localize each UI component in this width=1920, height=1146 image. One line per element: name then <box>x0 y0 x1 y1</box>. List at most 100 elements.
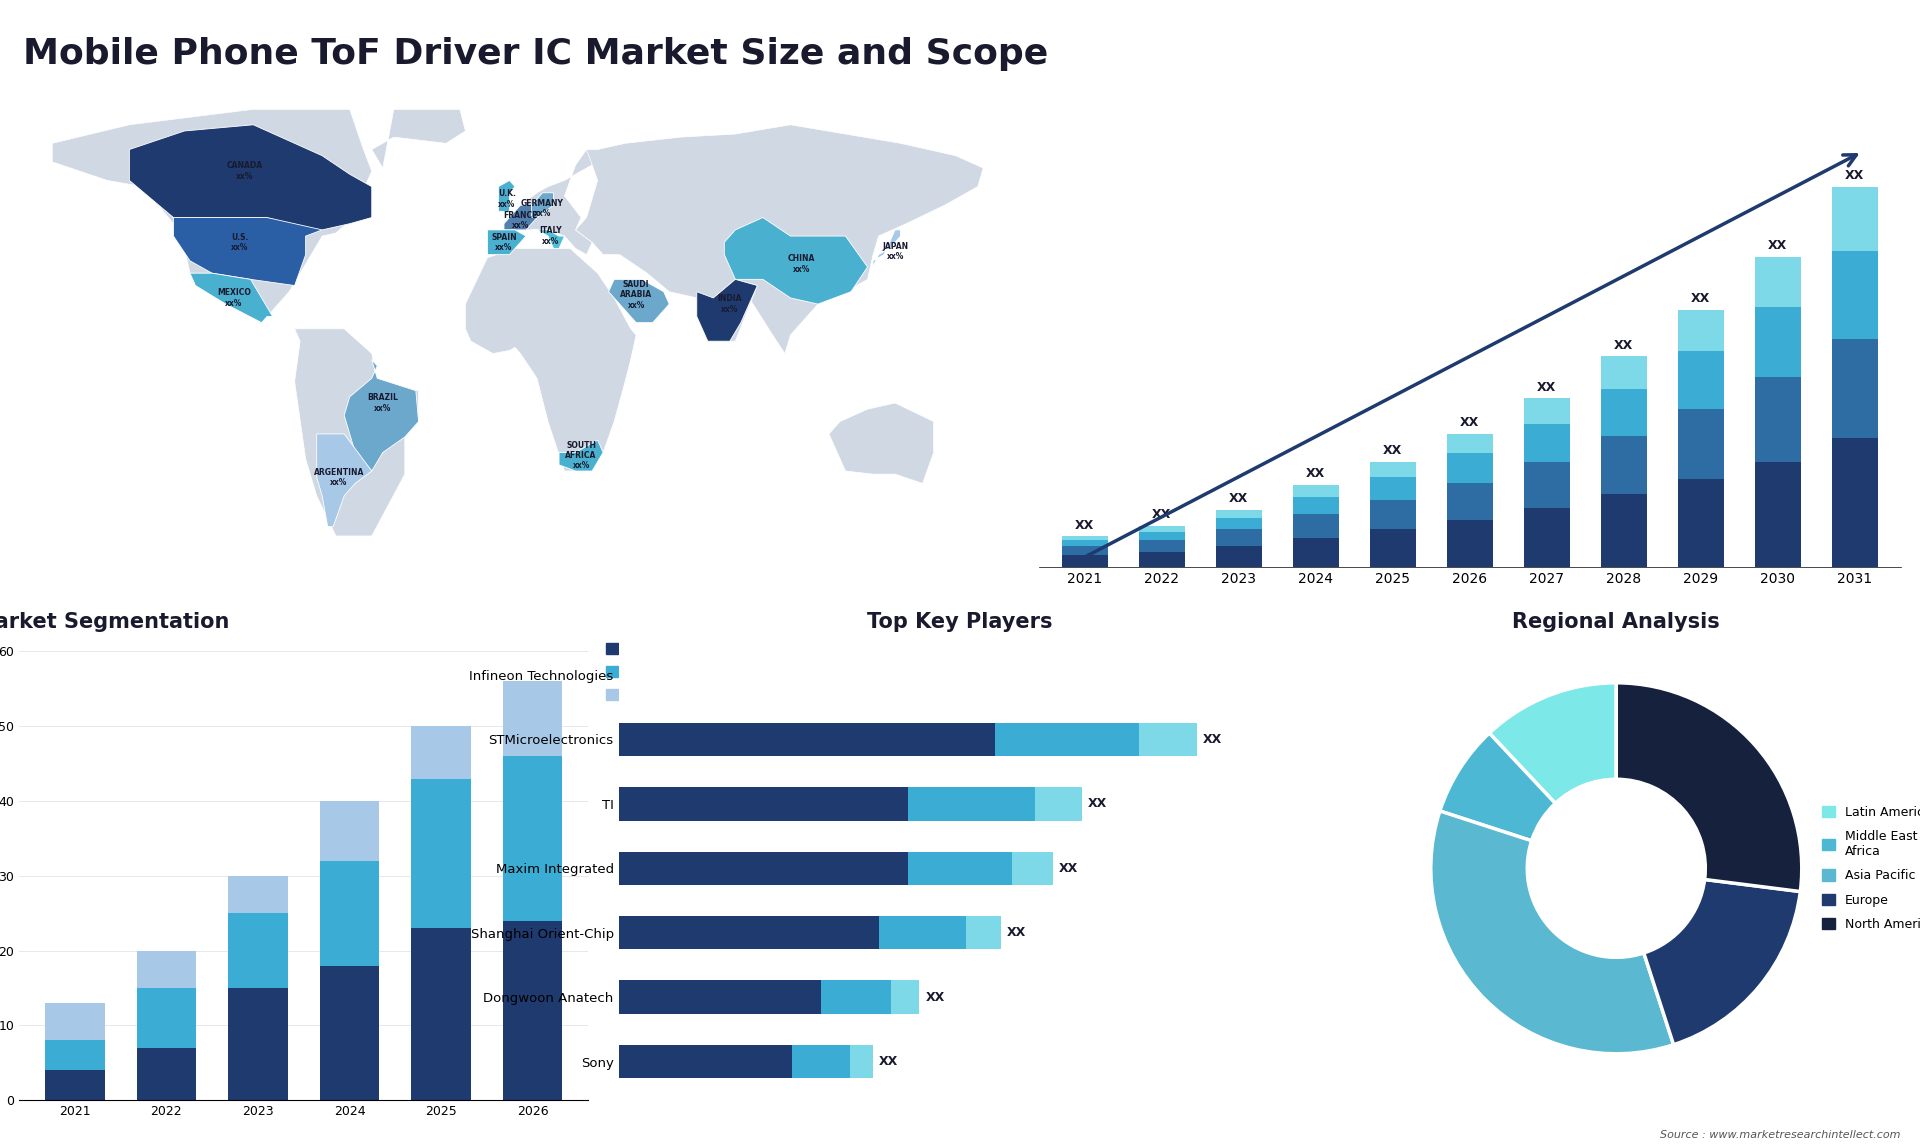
Bar <box>618 916 879 949</box>
Text: XX: XX <box>1538 380 1557 394</box>
Bar <box>1678 479 1724 567</box>
Bar <box>44 1041 104 1070</box>
Polygon shape <box>609 280 670 323</box>
Bar <box>1601 435 1647 494</box>
Text: XX: XX <box>1459 416 1478 429</box>
Polygon shape <box>697 280 756 342</box>
Text: XX: XX <box>1087 798 1106 810</box>
Text: Source : www.marketresearchintellect.com: Source : www.marketresearchintellect.com <box>1661 1130 1901 1140</box>
Polygon shape <box>503 205 538 230</box>
Polygon shape <box>294 329 419 536</box>
Polygon shape <box>874 230 900 267</box>
Text: XX: XX <box>1075 519 1094 532</box>
Text: XX: XX <box>1229 492 1248 505</box>
Text: CHINA
xx%: CHINA xx% <box>787 254 816 274</box>
Bar <box>1524 509 1571 567</box>
Bar <box>44 1070 104 1100</box>
Polygon shape <box>465 249 636 471</box>
FancyBboxPatch shape <box>19 103 1010 567</box>
Bar <box>503 682 563 756</box>
Bar <box>995 723 1139 756</box>
Bar <box>1832 438 1878 567</box>
Text: FRANCE
xx%: FRANCE xx% <box>503 211 538 230</box>
Bar <box>1678 351 1724 409</box>
Wedge shape <box>1490 683 1617 803</box>
Text: ARGENTINA
xx%: ARGENTINA xx% <box>313 468 365 487</box>
Bar <box>1369 500 1415 529</box>
Bar <box>908 787 1035 821</box>
Text: XX: XX <box>1768 240 1788 252</box>
Text: XX: XX <box>1692 292 1711 305</box>
Polygon shape <box>344 360 419 471</box>
Bar <box>1755 462 1801 567</box>
Text: Mobile Phone ToF Driver IC Market Size and Scope: Mobile Phone ToF Driver IC Market Size a… <box>23 37 1048 71</box>
Bar <box>1524 399 1571 424</box>
Text: SPAIN
xx%: SPAIN xx% <box>492 233 516 252</box>
Text: RESEARCH: RESEARCH <box>1753 47 1814 57</box>
Bar <box>1369 529 1415 567</box>
Polygon shape <box>559 440 603 471</box>
Bar <box>1012 851 1052 885</box>
Bar <box>228 876 288 913</box>
Bar <box>1062 536 1108 540</box>
Polygon shape <box>488 149 597 254</box>
Bar <box>228 913 288 988</box>
Polygon shape <box>697 280 756 342</box>
Bar <box>618 723 995 756</box>
Text: GERMANY
xx%: GERMANY xx% <box>520 198 564 218</box>
Text: XX: XX <box>1845 170 1864 182</box>
Polygon shape <box>190 273 273 323</box>
Polygon shape <box>532 193 553 218</box>
Text: CANADA
xx%: CANADA xx% <box>227 162 263 181</box>
Bar <box>321 801 380 861</box>
Bar <box>503 756 563 920</box>
Polygon shape <box>52 109 372 323</box>
Bar <box>411 727 470 778</box>
Bar <box>1215 529 1261 545</box>
Polygon shape <box>488 230 526 254</box>
Text: SOUTH
AFRICA
xx%: SOUTH AFRICA xx% <box>564 441 597 471</box>
Bar <box>1139 532 1185 540</box>
Bar <box>618 787 908 821</box>
Text: INDIA
xx%: INDIA xx% <box>718 295 741 314</box>
Bar <box>618 851 908 885</box>
Bar <box>44 1003 104 1041</box>
Polygon shape <box>532 230 564 249</box>
Bar <box>793 1045 851 1078</box>
Text: INTELLECT: INTELLECT <box>1759 63 1809 72</box>
Bar <box>1446 433 1492 454</box>
Wedge shape <box>1440 733 1555 841</box>
Text: XX: XX <box>925 990 945 1004</box>
Bar <box>1524 462 1571 509</box>
Bar <box>411 778 470 928</box>
Text: Market Segmentation: Market Segmentation <box>0 612 228 633</box>
Text: MARKET: MARKET <box>1761 31 1809 41</box>
Bar <box>618 980 822 1014</box>
Bar <box>1215 518 1261 529</box>
Polygon shape <box>576 125 983 354</box>
Bar <box>1678 409 1724 479</box>
Bar <box>411 928 470 1100</box>
Title: Top Key Players: Top Key Players <box>868 612 1052 633</box>
Wedge shape <box>1430 811 1674 1054</box>
Polygon shape <box>129 125 372 230</box>
Text: XX: XX <box>1006 926 1025 940</box>
Bar <box>1139 551 1185 567</box>
Bar <box>1832 251 1878 339</box>
Polygon shape <box>499 180 515 211</box>
Bar <box>1062 540 1108 545</box>
Bar <box>1139 540 1185 551</box>
Bar <box>1832 339 1878 438</box>
Text: BRAZIL
xx%: BRAZIL xx% <box>367 393 397 413</box>
Bar <box>1292 537 1338 567</box>
Bar <box>321 861 380 966</box>
Bar <box>503 920 563 1100</box>
Wedge shape <box>1617 683 1801 892</box>
Text: ITALY
xx%: ITALY xx% <box>540 227 563 245</box>
Text: U.S.
xx%: U.S. xx% <box>230 233 248 252</box>
Wedge shape <box>1644 879 1801 1045</box>
Bar <box>908 851 1012 885</box>
Bar <box>1755 377 1801 462</box>
Bar <box>1446 454 1492 482</box>
Bar <box>321 966 380 1100</box>
